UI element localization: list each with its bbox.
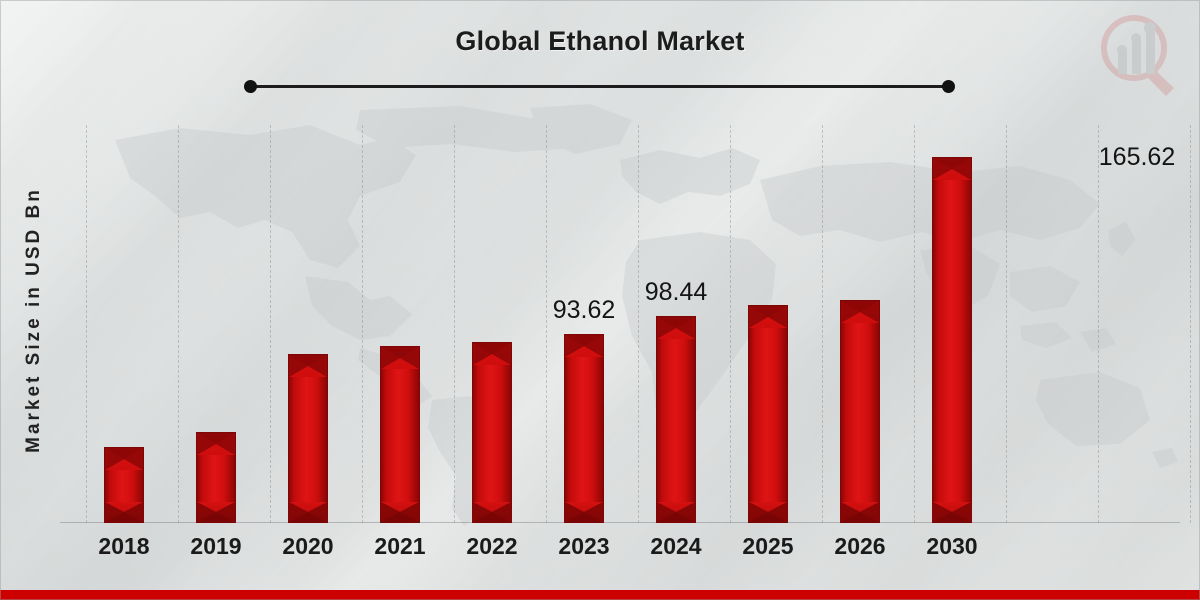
x-tick-label-2023: 2023 <box>558 533 610 559</box>
x-tick-label-2018: 2018 <box>98 533 150 559</box>
bar-2030[interactable] <box>932 157 972 523</box>
x-tick-label-2021: 2021 <box>374 533 426 559</box>
chart-title: Global Ethanol Market <box>455 26 745 56</box>
value-label-2030: 165.62 <box>1098 143 1176 171</box>
bottom-accent-strip <box>0 590 1200 600</box>
y-axis-label: Market Size in USD Bn <box>8 120 60 520</box>
x-axis-tick-labels: 2018 2019 2020 2021 2022 2023 2024 2025 2026 2030 <box>60 533 1180 567</box>
x-tick-label-2026: 2026 <box>834 533 886 559</box>
value-label-2024: 98.44 <box>644 278 708 306</box>
x-tick-label-2019: 2019 <box>190 533 242 559</box>
bars-layer: 93.62 98.44 165.62 <box>60 125 1180 523</box>
bar-2024[interactable] <box>656 316 696 523</box>
x-tick-label-2022: 2022 <box>466 533 518 559</box>
bar-2025[interactable] <box>748 305 788 523</box>
x-tick-label-2025: 2025 <box>742 533 794 559</box>
title-rule-dot-right <box>942 80 955 93</box>
x-tick-label-2024: 2024 <box>650 533 702 559</box>
bar-2022[interactable] <box>472 342 512 523</box>
plot-area: 93.62 98.44 165.62 <box>60 125 1191 523</box>
bar-2021[interactable] <box>380 346 420 523</box>
y-axis-label-text: Market Size in USD Bn <box>23 187 44 453</box>
bar-2019[interactable] <box>196 432 236 523</box>
bar-2023[interactable] <box>564 334 604 523</box>
title-underline-rule <box>244 80 955 93</box>
x-tick-label-2030: 2030 <box>926 533 978 559</box>
bar-2026[interactable] <box>840 300 880 523</box>
x-axis-baseline <box>60 522 1180 523</box>
title-rule-dot-left <box>244 80 257 93</box>
x-tick-label-2020: 2020 <box>282 533 334 559</box>
gridline <box>1190 125 1191 523</box>
bar-2020[interactable] <box>288 354 328 523</box>
bar-2018[interactable] <box>104 447 144 523</box>
value-label-2023: 93.62 <box>552 296 616 324</box>
